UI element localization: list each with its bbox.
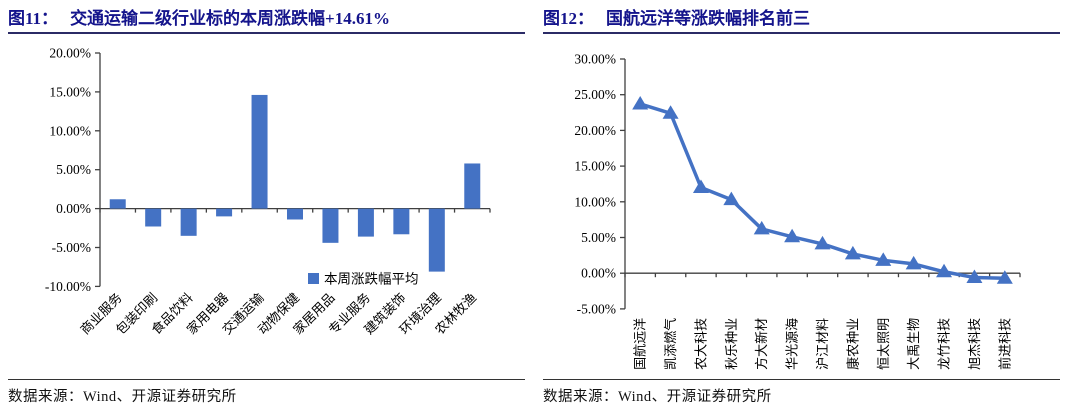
legend-label: 本周涨跌幅平均 [324,272,419,287]
svg-text:方大新材: 方大新材 [754,318,769,370]
figure-11-title-text: 交通运输二级行业标的本周涨跌幅+14.61% [70,9,390,28]
figure-11-title: 图11： 交通运输二级行业标的本周涨跌幅+14.61% [8,6,525,34]
svg-text:10.00%: 10.00% [574,194,616,209]
marker-大禹生物 [905,255,922,270]
bar-环境治理 [428,208,445,272]
svg-text:5.00%: 5.00% [581,230,616,245]
figure-11: 图11： 交通运输二级行业标的本周涨跌幅+14.61% 20.00% 15.00% 1… [8,6,525,406]
bar-食品饮料 [180,208,197,236]
svg-text:15.00%: 15.00% [574,159,616,174]
svg-text:-5.00%: -5.00% [52,240,91,255]
marker-恒太照明 [875,252,892,266]
marker-旭杰科技 [966,269,983,283]
bar-交通运输 [251,94,268,209]
svg-text:0.00%: 0.00% [581,266,616,281]
svg-text:15.00%: 15.00% [49,84,91,99]
bar-家居用品 [322,208,339,243]
figure-12-title: 图12： 国航远洋等涨跌幅排名前三 [543,6,1060,34]
svg-text:沪江材料: 沪江材料 [815,318,830,370]
figure-11-source: 数据来源：Wind、开源证券研究所 [8,379,525,406]
marker-国航远洋 [632,95,649,110]
marker-华光源海 [784,228,801,243]
svg-text:国航远洋: 国航远洋 [633,318,648,370]
svg-text:0.00%: 0.00% [56,201,91,216]
x-axis-labels: 商业服务包装印刷食品饮料家用电器交通运输动物保健家居用品专业服务建筑装饰环境治理… [77,290,479,337]
markers [632,95,1013,284]
bar-农林牧渔 [464,163,481,209]
svg-text:30.00%: 30.00% [574,52,616,67]
svg-text:凯添燃气: 凯添燃气 [663,318,678,370]
x-axis-labels: 国航远洋 凯添燃气 农大科技 秋乐种业 方大新材 华光源海 沪江材料 康农种业 恒太照明 大禹生物… [633,318,1013,370]
bars-series [109,94,481,272]
bar-商业服务 [109,199,126,209]
legend-swatch [308,273,319,284]
figure-12-label: 图12： [543,9,594,28]
y-axis [620,58,626,310]
bar-家用电器 [216,208,233,217]
bar-专业服务 [357,208,374,237]
svg-text:龙竹科技: 龙竹科技 [937,318,952,370]
y-axis [95,52,101,288]
svg-text:-10.00%: -10.00% [45,279,91,294]
svg-text:大禹生物: 大禹生物 [906,318,921,370]
svg-text:20.00%: 20.00% [49,46,91,61]
line-chart-top-gainers: 30.00% 25.00% 20.00% 15.00% 10.00% 5.00% 0.00%… [574,52,1021,370]
svg-text:5.00%: 5.00% [56,162,91,177]
marker-前进科技 [996,270,1013,284]
svg-text:旭杰科技: 旭杰科技 [967,318,982,370]
svg-text:10.00%: 10.00% [49,123,91,138]
marker-龙竹科技 [936,263,953,278]
marker-农大科技 [692,179,709,194]
figure-12: 图12： 国航远洋等涨跌幅排名前三 30.00% 25.00% 20.00% 15.00… [543,6,1060,406]
svg-text:秋乐种业: 秋乐种业 [724,318,739,370]
marker-康农种业 [844,245,861,260]
figure-12-source: 数据来源：Wind、开源证券研究所 [543,379,1060,406]
marker-沪江材料 [814,235,831,250]
y-axis-labels: 30.00% 25.00% 20.00% 15.00% 10.00% 5.00% 0.00%… [574,52,616,317]
marker-方大新材 [753,220,770,235]
svg-text:农大科技: 农大科技 [693,318,708,370]
marker-秋乐种业 [723,191,740,206]
y-axis-labels: 20.00% 15.00% 10.00% 5.00% 0.00% -5.00% -10.00… [45,46,91,294]
legend: 本周涨跌幅平均 [308,272,419,287]
svg-text:25.00%: 25.00% [574,87,616,102]
bar-建筑装饰 [393,208,410,235]
svg-text:20.00%: 20.00% [574,123,616,138]
svg-text:恒太照明: 恒太照明 [876,318,891,370]
bar-动物保健 [287,208,303,220]
svg-text:-5.00%: -5.00% [577,301,616,316]
figure-12-title-text: 国航远洋等涨跌幅排名前三 [606,9,810,28]
marker-凯添燃气 [662,105,679,119]
svg-text:华光源海: 华光源海 [785,318,800,370]
figure-11-label: 图11： [8,9,59,28]
svg-text:前进科技: 前进科技 [997,318,1012,370]
svg-text:康农种业: 康农种业 [845,318,860,370]
bar-包装印刷 [145,208,162,227]
bar-chart-weekly-change: 20.00% 15.00% 10.00% 5.00% 0.00% -5.00% -10.00… [45,46,491,337]
